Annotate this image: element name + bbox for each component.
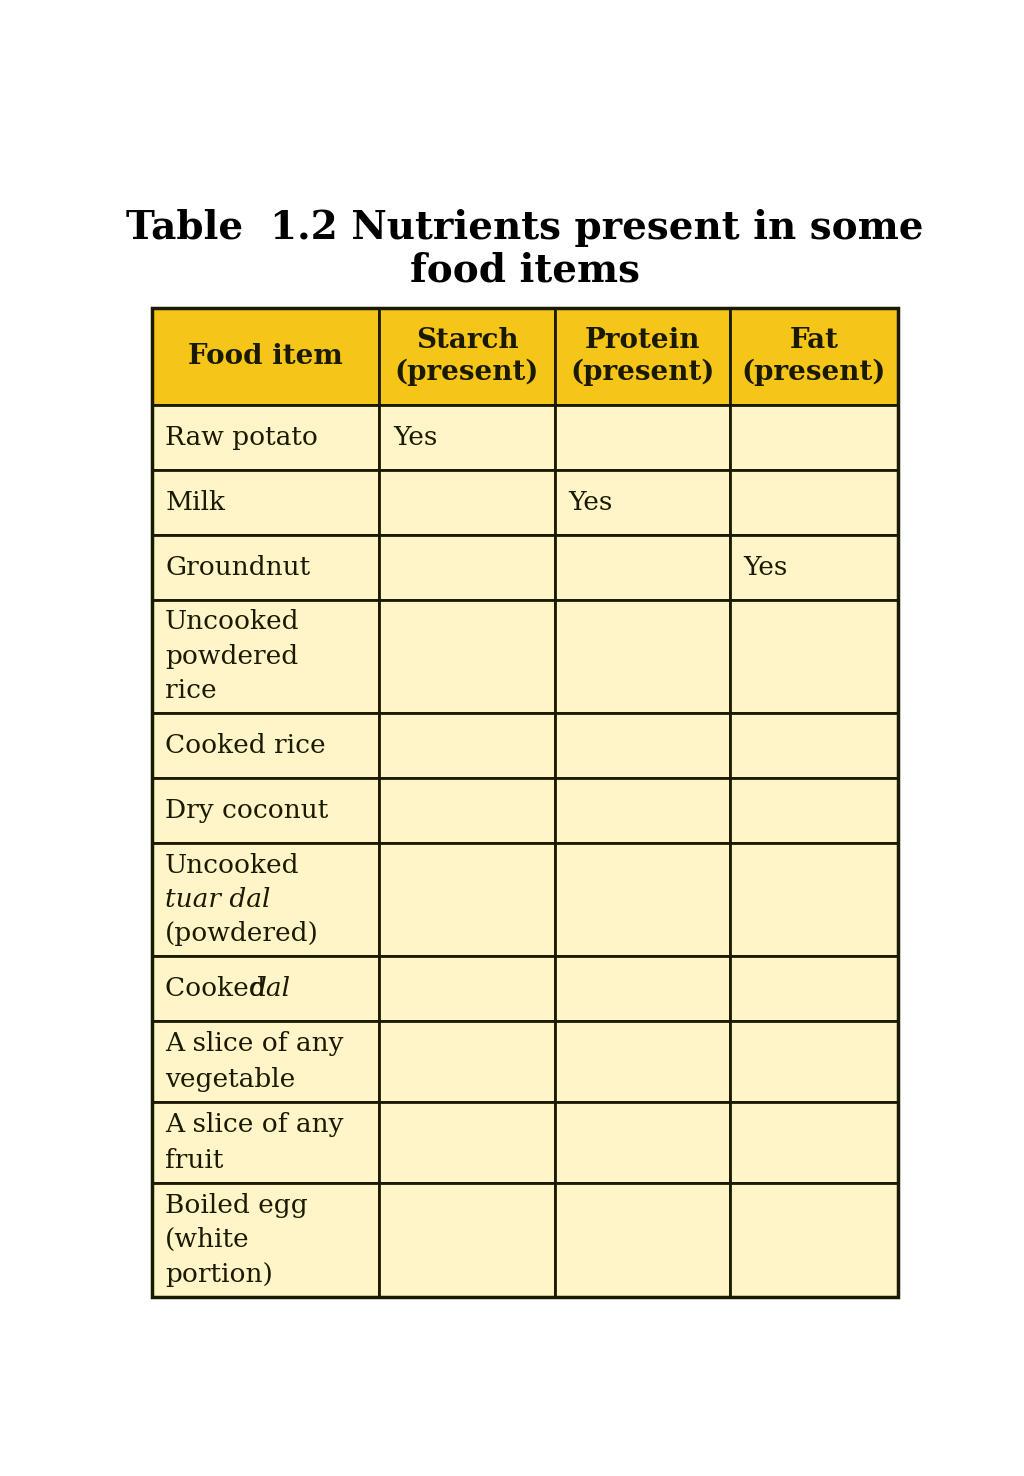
- Bar: [379, 956, 555, 1021]
- Bar: [379, 778, 555, 843]
- Bar: [152, 1103, 379, 1184]
- Text: Uncooked: Uncooked: [165, 610, 300, 635]
- Text: Milk: Milk: [165, 490, 225, 515]
- Text: dal: dal: [250, 976, 291, 1001]
- Text: Starch
(present): Starch (present): [395, 328, 540, 385]
- Bar: [730, 1184, 898, 1296]
- Text: Dry coconut: Dry coconut: [165, 799, 329, 822]
- Bar: [730, 308, 898, 404]
- Bar: [555, 778, 730, 843]
- Bar: [730, 1103, 898, 1184]
- Text: (white: (white: [165, 1228, 250, 1252]
- Text: Protein
(present): Protein (present): [570, 328, 715, 385]
- Bar: [379, 599, 555, 713]
- Text: Cooked: Cooked: [165, 976, 274, 1001]
- Bar: [555, 1184, 730, 1296]
- Text: Yes: Yes: [568, 490, 612, 515]
- Bar: [730, 534, 898, 599]
- Text: Uncooked: Uncooked: [165, 853, 300, 878]
- Bar: [379, 308, 555, 404]
- Text: portion): portion): [165, 1262, 273, 1287]
- Bar: [152, 404, 379, 469]
- Text: Boiled egg: Boiled egg: [165, 1193, 308, 1218]
- Bar: [555, 713, 730, 778]
- Bar: [730, 599, 898, 713]
- Bar: [730, 956, 898, 1021]
- Text: powdered: powdered: [165, 644, 298, 669]
- Bar: [379, 469, 555, 534]
- Bar: [152, 713, 379, 778]
- Text: Fat
(present): Fat (present): [741, 328, 886, 385]
- Bar: [730, 713, 898, 778]
- Text: tuar dal: tuar dal: [165, 887, 270, 912]
- Bar: [555, 469, 730, 534]
- Bar: [730, 843, 898, 956]
- Text: Groundnut: Groundnut: [165, 555, 310, 580]
- Text: (powdered): (powdered): [165, 921, 319, 946]
- Bar: [379, 534, 555, 599]
- Bar: [152, 1184, 379, 1296]
- Bar: [379, 1184, 555, 1296]
- Bar: [555, 1021, 730, 1103]
- Bar: [379, 843, 555, 956]
- Text: Cooked rice: Cooked rice: [165, 734, 326, 759]
- Bar: [555, 308, 730, 404]
- Bar: [730, 1021, 898, 1103]
- Text: vegetable: vegetable: [165, 1067, 296, 1092]
- Text: Yes: Yes: [393, 425, 437, 450]
- Bar: [555, 534, 730, 599]
- Bar: [730, 469, 898, 534]
- Bar: [555, 404, 730, 469]
- Bar: [379, 404, 555, 469]
- Text: fruit: fruit: [165, 1148, 223, 1173]
- Bar: [152, 778, 379, 843]
- Bar: [379, 1021, 555, 1103]
- Text: A slice of any: A slice of any: [165, 1113, 344, 1138]
- Text: Raw potato: Raw potato: [165, 425, 318, 450]
- Bar: [152, 308, 379, 404]
- Bar: [379, 713, 555, 778]
- Bar: [152, 956, 379, 1021]
- Bar: [555, 1103, 730, 1184]
- Bar: [152, 308, 898, 1296]
- Bar: [555, 956, 730, 1021]
- Bar: [555, 843, 730, 956]
- Bar: [152, 843, 379, 956]
- Text: Yes: Yes: [743, 555, 787, 580]
- Bar: [730, 404, 898, 469]
- Bar: [152, 599, 379, 713]
- Text: food items: food items: [410, 251, 640, 289]
- Bar: [152, 1021, 379, 1103]
- Text: rice: rice: [165, 677, 217, 703]
- Text: A slice of any: A slice of any: [165, 1032, 344, 1057]
- Bar: [379, 1103, 555, 1184]
- Bar: [555, 599, 730, 713]
- Bar: [730, 778, 898, 843]
- Text: Table  1.2 Nutrients present in some: Table 1.2 Nutrients present in some: [126, 210, 924, 248]
- Bar: [152, 469, 379, 534]
- Text: Food item: Food item: [188, 342, 343, 370]
- Bar: [152, 534, 379, 599]
